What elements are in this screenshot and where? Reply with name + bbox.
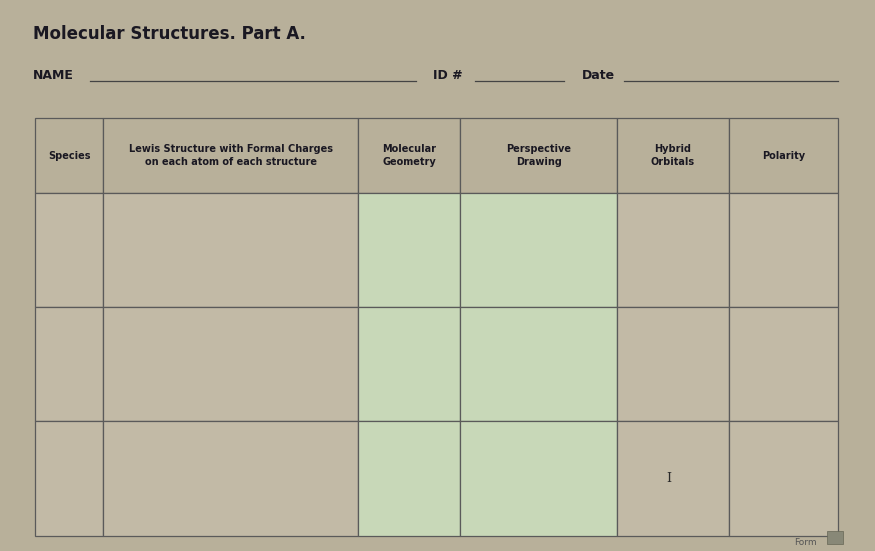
Text: Hybrid
Orbitals: Hybrid Orbitals [651,144,695,167]
Bar [103,118,358,193]
Bar [729,422,838,536]
Bar [35,422,103,536]
Text: Species: Species [48,150,90,161]
Bar [617,307,729,422]
Text: Date: Date [582,69,615,82]
Text: I: I [666,472,671,485]
Bar [617,193,729,307]
Bar [35,307,103,422]
Text: Molecular
Geometry: Molecular Geometry [382,144,436,167]
Text: Lewis Structure with Formal Charges
on each atom of each structure: Lewis Structure with Formal Charges on e… [129,144,332,167]
Bar [617,422,729,536]
Bar [35,193,103,307]
Bar [729,118,838,193]
Text: Molecular Structures. Part A.: Molecular Structures. Part A. [33,25,306,43]
Bar [103,422,358,536]
Bar [35,118,103,193]
Bar [358,422,460,536]
Bar [103,307,358,422]
Text: Perspective
Drawing: Perspective Drawing [507,144,571,167]
Text: Polarity: Polarity [762,150,805,161]
Bar [103,193,358,307]
Bar [460,307,617,422]
Bar [460,193,617,307]
Bar [827,531,843,544]
Text: Form: Form [794,538,817,547]
Bar [358,193,460,307]
Bar [460,422,617,536]
Bar [358,307,460,422]
Text: NAME: NAME [33,69,74,82]
Bar [617,118,729,193]
Bar [358,118,460,193]
Text: ID #: ID # [433,69,463,82]
Bar [729,307,838,422]
Bar [460,118,617,193]
Bar [729,193,838,307]
